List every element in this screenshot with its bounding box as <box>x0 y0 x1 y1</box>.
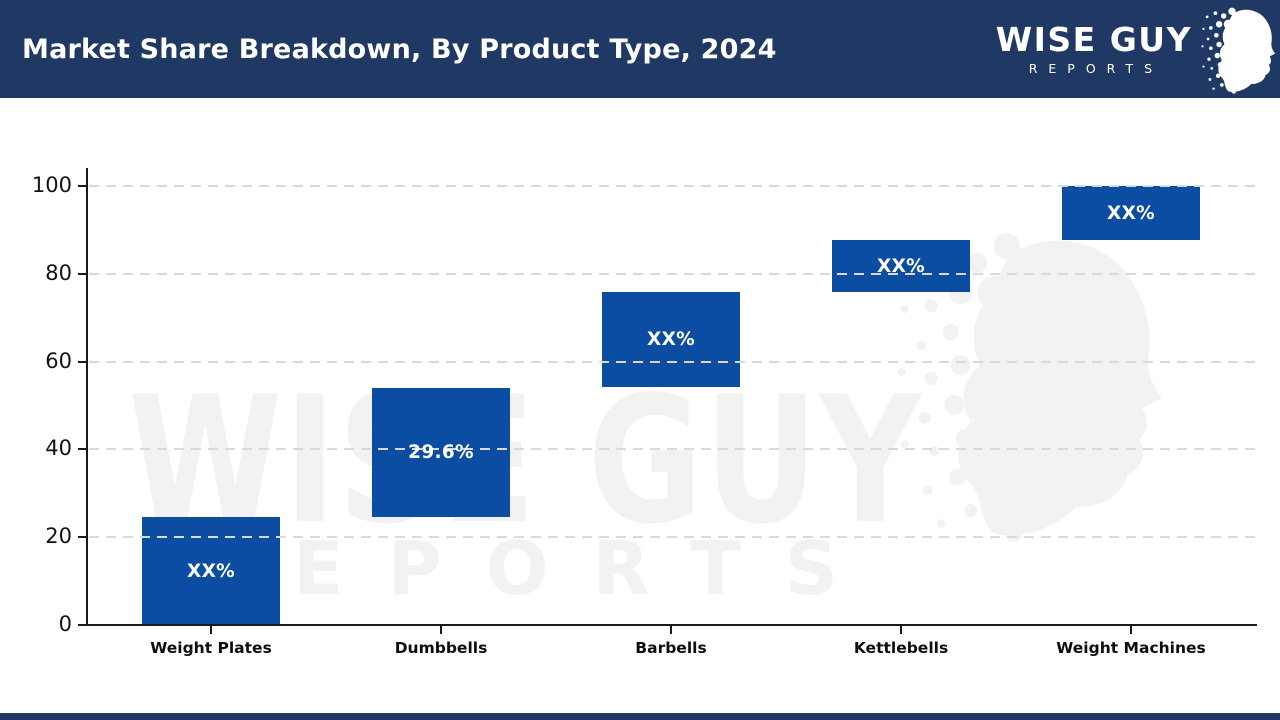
x-tick-3 <box>900 625 902 634</box>
bar-value-label: XX% <box>1107 202 1155 224</box>
header-bar: Market Share Breakdown, By Product Type,… <box>0 0 1280 98</box>
gridline-80 <box>89 272 1257 275</box>
bar-value-label: XX% <box>187 560 235 582</box>
y-tick-label-60: 60 <box>45 348 72 373</box>
bar-dumbbells: 29.6% <box>372 387 510 518</box>
x-category-label: Weight Plates <box>150 639 272 657</box>
page-title: Market Share Breakdown, By Product Type,… <box>22 33 777 65</box>
wiseguy-logo: WISE GUY REPORTS <box>996 0 1280 98</box>
wiseguy-logo-text: WISE GUY REPORTS <box>996 23 1192 76</box>
y-tick-label-100: 100 <box>31 173 72 197</box>
y-tick-label-80: 80 <box>45 260 72 285</box>
wiseguy-face-icon <box>1186 4 1278 96</box>
y-tick-label-20: 20 <box>45 524 72 549</box>
x-category-label: Dumbbells <box>394 639 488 657</box>
chart-area: WISE GUY REPORTS 0 20 40 60 80 100 XX% Weight P… <box>0 98 1280 713</box>
y-tick-20 <box>78 536 87 539</box>
y-tick-60 <box>78 360 87 363</box>
watermark-face-icon <box>842 210 1172 560</box>
logo-subtitle: REPORTS <box>1028 60 1164 76</box>
bar-weight-plates: XX% <box>142 517 280 625</box>
bar-barbells: XX% <box>602 291 740 388</box>
watermark-subtitle: REPORTS <box>192 526 883 612</box>
x-category-label: Barbells <box>635 639 707 657</box>
y-tick-40 <box>78 448 87 451</box>
bar-weight-machines: XX% <box>1062 186 1200 241</box>
x-tick-4 <box>1130 625 1132 634</box>
y-tick-label-0: 0 <box>58 612 72 636</box>
y-axis-line <box>86 168 88 626</box>
bar-value-label: XX% <box>647 329 695 351</box>
x-category-label: Weight Machines <box>1056 639 1206 657</box>
logo-wordmark: WISE GUY <box>995 19 1192 59</box>
gridline-20 <box>89 536 1257 539</box>
x-axis-line <box>86 624 1257 626</box>
bar-value-label: XX% <box>877 255 925 277</box>
gridline-100 <box>89 185 1257 187</box>
gridline-40 <box>89 448 1257 451</box>
bar-value-label: 29.6% <box>408 441 474 463</box>
y-tick-0 <box>78 624 87 626</box>
gridline-60 <box>89 360 1257 363</box>
footer-strip <box>0 713 1280 720</box>
x-tick-0 <box>210 625 212 634</box>
x-category-label: Kettlebells <box>853 639 949 657</box>
x-tick-2 <box>670 625 672 634</box>
y-tick-80 <box>78 272 87 275</box>
y-tick-label-40: 40 <box>45 436 72 461</box>
x-tick-1 <box>440 625 442 634</box>
y-tick-100 <box>78 185 87 187</box>
bar-kettlebells: XX% <box>832 240 970 292</box>
